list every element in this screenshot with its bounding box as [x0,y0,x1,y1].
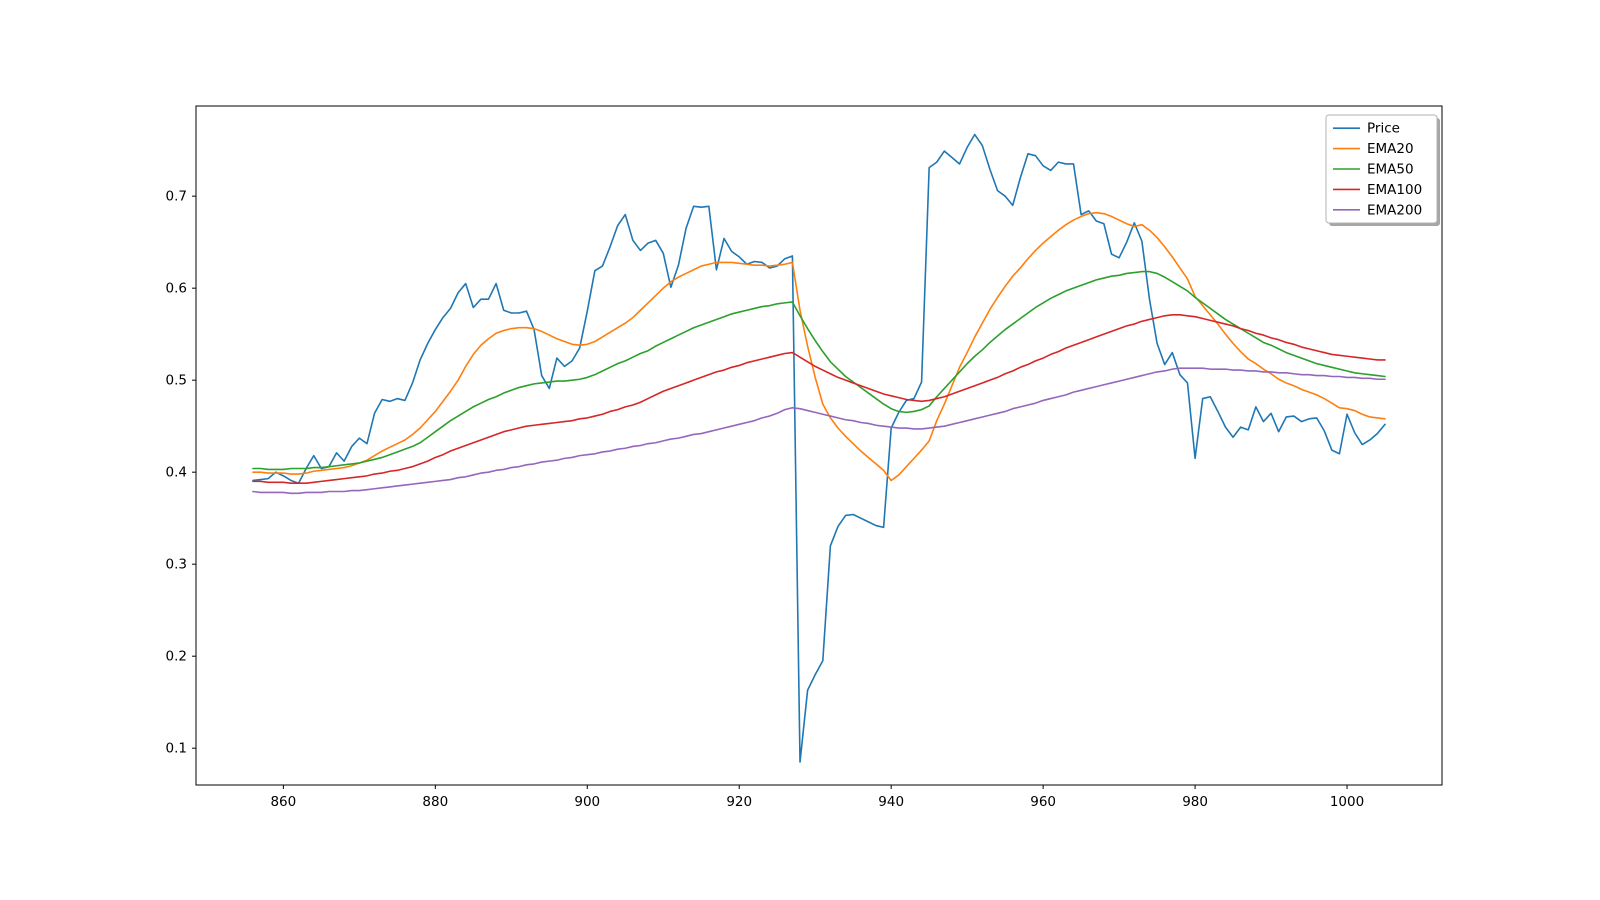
ema100-line [252,314,1386,485]
y-tick-label: 0.3 [166,557,187,573]
x-tick-label: 980 [1182,794,1208,810]
legend-label: EMA50 [1367,162,1414,178]
x-tick-label: 920 [726,794,752,810]
y-tick-label: 0.6 [166,281,187,297]
x-axis: 860 880 900 920 940 960 980 1000 [270,785,1364,810]
legend-label: EMA100 [1367,182,1422,198]
x-tick-label: 860 [270,794,296,810]
y-tick-label: 0.2 [166,649,187,665]
legend-item-ema200: EMA200 [1333,202,1422,218]
y-tick-label: 0.4 [166,465,187,481]
x-tick-label: 960 [1030,794,1056,810]
plot-border [195,105,1443,786]
legend-item-ema100: EMA100 [1333,182,1422,198]
legend: Price EMA20 EMA50 EMA100 EMA200 [1325,114,1440,226]
x-tick-label: 880 [422,794,448,810]
series-lines [252,133,1386,763]
x-tick-label: 900 [574,794,600,810]
ema200-line [252,367,1386,495]
legend-item-ema20: EMA20 [1333,141,1414,157]
legend-item-ema50: EMA50 [1333,162,1414,178]
legend-label: EMA20 [1367,141,1414,157]
legend-item-price: Price [1333,121,1400,137]
legend-label: EMA200 [1367,202,1422,218]
axes-frame [195,105,1443,786]
x-tick-label: 940 [878,794,904,810]
ema50-line [252,270,1386,471]
x-tick-label: 1000 [1330,794,1364,810]
y-tick-label: 0.1 [166,741,187,757]
legend-box [1325,114,1438,224]
y-tick-label: 0.7 [166,189,187,205]
legend-label: Price [1367,121,1400,137]
y-axis: 0.1 0.2 0.3 0.4 0.5 0.6 0.7 [166,189,196,757]
y-tick-label: 0.5 [166,373,187,389]
price-line [252,133,1386,763]
